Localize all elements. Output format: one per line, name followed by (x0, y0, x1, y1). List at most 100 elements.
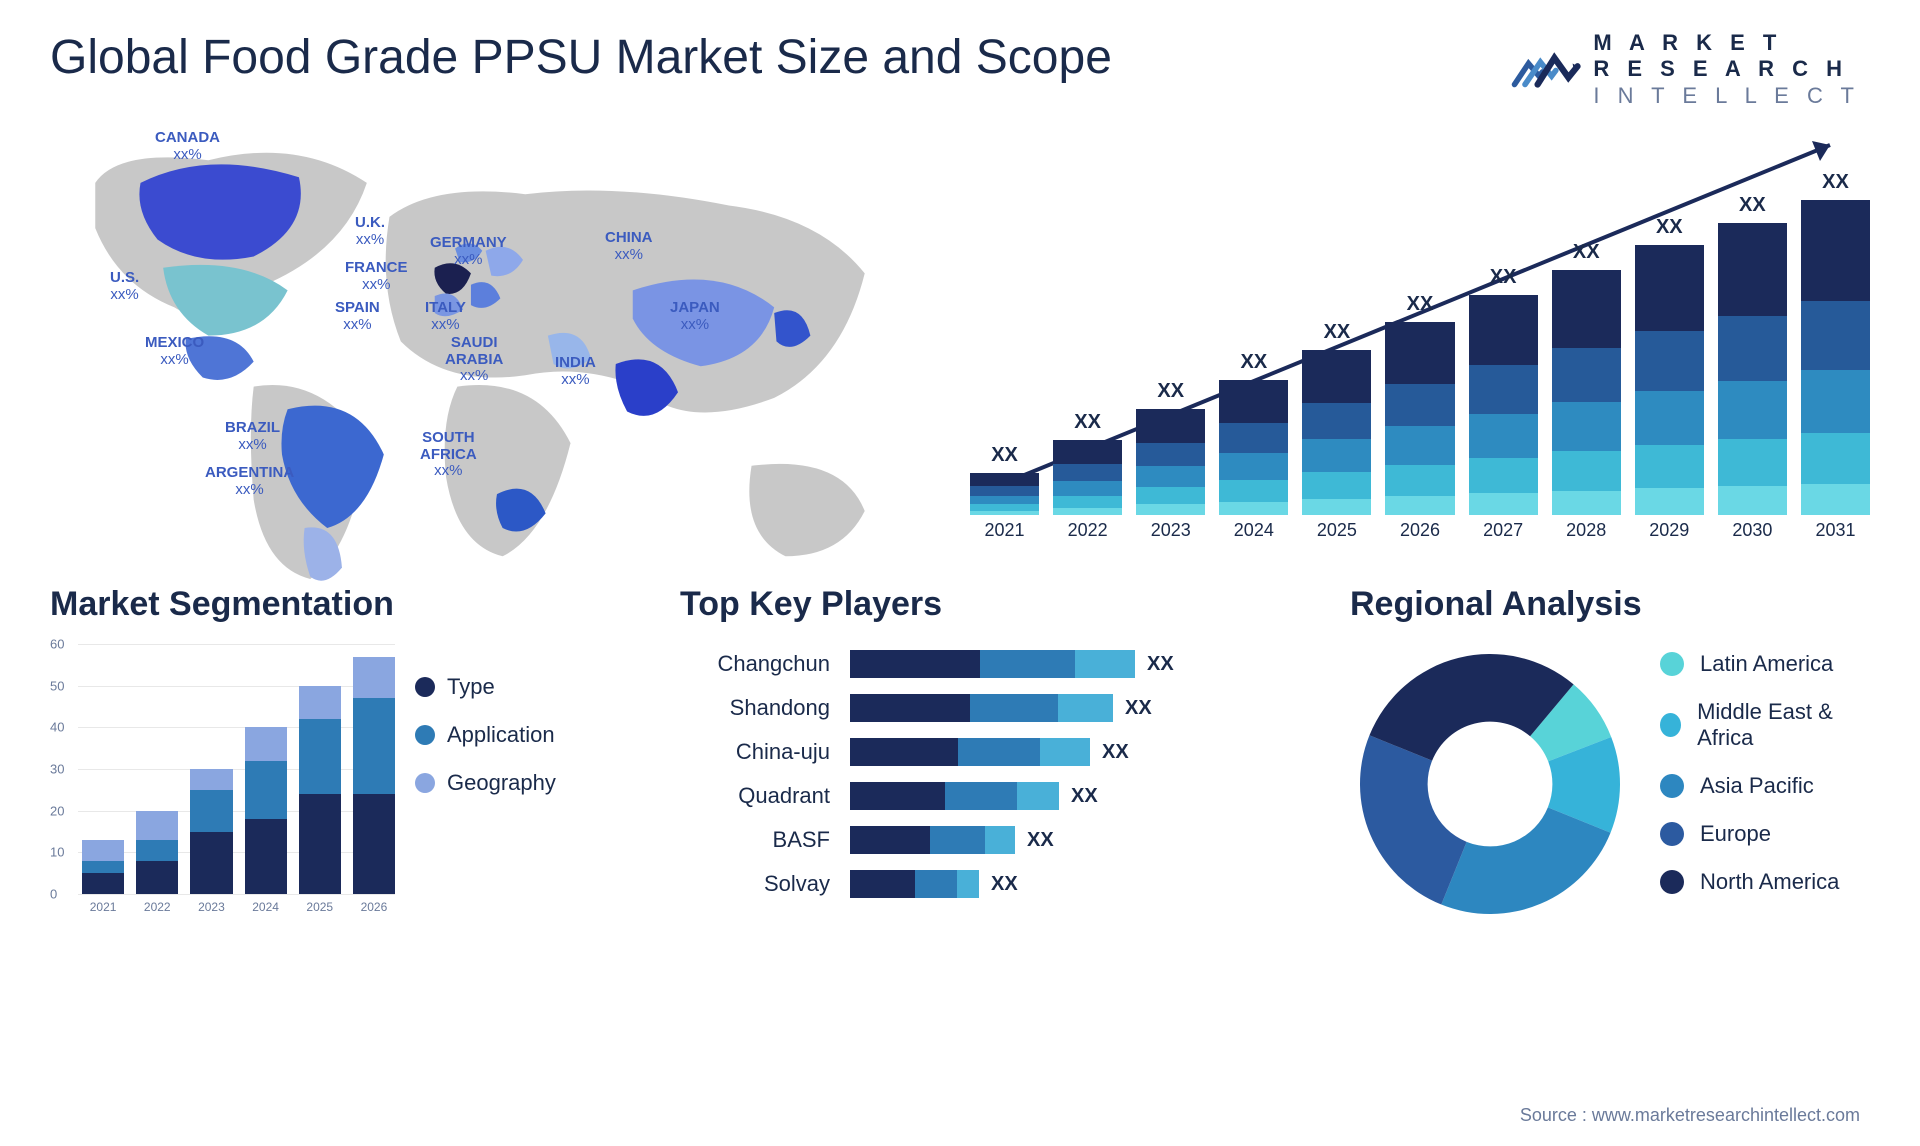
growth-bar (1552, 270, 1621, 515)
seg-legend-item: Type (415, 674, 630, 700)
player-value-label: XX (1071, 785, 1098, 808)
player-value-label: XX (1027, 829, 1054, 852)
growth-value-label: XX (1656, 216, 1683, 239)
seg-legend-item: Application (415, 722, 630, 748)
map-label: CANADAxx% (155, 130, 220, 163)
regional-donut (1350, 644, 1630, 924)
map-label: INDIAxx% (555, 355, 596, 388)
players-bars: XXXXXXXXXXXX (850, 644, 1300, 898)
seg-ytick: 60 (50, 637, 64, 652)
map-label: SOUTHAFRICAxx% (420, 430, 477, 480)
seg-year-label: 2021 (90, 900, 117, 914)
growth-column: XX2021 (970, 444, 1039, 515)
growth-year-label: 2028 (1566, 520, 1606, 541)
seg-ytick: 40 (50, 720, 64, 735)
growth-column: XX2029 (1635, 216, 1704, 515)
map-label: U.S.xx% (110, 270, 139, 303)
growth-bar (1469, 295, 1538, 515)
segmentation-chart: 0102030405060202120222023202420252026 (50, 644, 395, 914)
seg-column: 2023 (190, 769, 232, 894)
logo-text: M A R K E T R E S E A R C H I N T E L L … (1593, 30, 1860, 109)
world-map: CANADAxx%U.S.xx%MEXICOxx%BRAZILxx%ARGENT… (50, 115, 910, 545)
growth-value-label: XX (1074, 411, 1101, 434)
growth-column: XX2022 (1053, 411, 1122, 515)
map-label: U.K.xx% (355, 215, 385, 248)
growth-year-label: 2030 (1732, 520, 1772, 541)
seg-year-label: 2024 (252, 900, 279, 914)
seg-ytick: 50 (50, 678, 64, 693)
map-label: ARGENTINAxx% (205, 465, 294, 498)
growth-column: XX2025 (1302, 321, 1371, 515)
players-section: Top Key Players ChangchunShandongChina-u… (680, 585, 1300, 924)
growth-column: XX2023 (1136, 380, 1205, 515)
seg-ytick: 0 (50, 887, 57, 902)
growth-bar (1219, 380, 1288, 515)
player-label: BASF (680, 826, 830, 854)
player-value-label: XX (1102, 741, 1129, 764)
map-label: FRANCExx% (345, 260, 408, 293)
segmentation-section: Market Segmentation 01020304050602021202… (50, 585, 630, 924)
seg-year-label: 2025 (306, 900, 333, 914)
growth-column: XX2026 (1385, 293, 1454, 515)
seg-year-label: 2026 (361, 900, 388, 914)
logo-icon (1511, 42, 1581, 97)
growth-bar (1136, 409, 1205, 515)
growth-bar (1302, 350, 1371, 515)
growth-column: XX2027 (1469, 266, 1538, 515)
player-row: XX (850, 650, 1300, 678)
seg-legend-item: Geography (415, 770, 630, 796)
growth-value-label: XX (1822, 171, 1849, 194)
growth-year-label: 2027 (1483, 520, 1523, 541)
player-row: XX (850, 694, 1300, 722)
growth-value-label: XX (1240, 351, 1267, 374)
growth-chart: XX2021XX2022XX2023XX2024XX2025XX2026XX20… (970, 115, 1870, 545)
growth-bar (1053, 440, 1122, 515)
map-label: ITALYxx% (425, 300, 466, 333)
players-labels: ChangchunShandongChina-ujuQuadrantBASFSo… (680, 644, 830, 898)
map-label: JAPANxx% (670, 300, 720, 333)
regional-section: Regional Analysis Latin AmericaMiddle Ea… (1350, 585, 1870, 924)
growth-year-label: 2031 (1815, 520, 1855, 541)
region-legend-item: Latin America (1660, 651, 1870, 677)
player-value-label: XX (991, 873, 1018, 896)
growth-column: XX2030 (1718, 194, 1787, 515)
segmentation-legend: Type Application Geography (415, 644, 630, 914)
player-label: Solvay (680, 870, 830, 898)
seg-year-label: 2022 (144, 900, 171, 914)
growth-year-label: 2025 (1317, 520, 1357, 541)
map-label: MEXICOxx% (145, 335, 204, 368)
growth-column: XX2028 (1552, 241, 1621, 515)
seg-ytick: 30 (50, 762, 64, 777)
player-row: XX (850, 826, 1300, 854)
growth-year-label: 2026 (1400, 520, 1440, 541)
growth-bar (1635, 245, 1704, 515)
seg-year-label: 2023 (198, 900, 225, 914)
player-row: XX (850, 782, 1300, 810)
growth-bar (970, 473, 1039, 515)
growth-bar (1801, 200, 1870, 515)
player-label: Quadrant (680, 782, 830, 810)
map-label: CHINAxx% (605, 230, 653, 263)
player-label: Shandong (680, 694, 830, 722)
seg-ytick: 10 (50, 845, 64, 860)
growth-value-label: XX (1490, 266, 1517, 289)
seg-ytick: 20 (50, 803, 64, 818)
region-legend-item: Middle East & Africa (1660, 699, 1870, 751)
growth-bar (1385, 322, 1454, 515)
region-legend-item: North America (1660, 869, 1870, 895)
brand-logo: M A R K E T R E S E A R C H I N T E L L … (1511, 30, 1860, 109)
player-label: Changchun (680, 650, 830, 678)
growth-bar (1718, 223, 1787, 515)
growth-value-label: XX (1324, 321, 1351, 344)
source-attribution: Source : www.marketresearchintellect.com (1520, 1105, 1860, 1126)
seg-column: 2021 (82, 840, 124, 894)
growth-value-label: XX (1739, 194, 1766, 217)
growth-year-label: 2029 (1649, 520, 1689, 541)
map-label: SAUDIARABIAxx% (445, 335, 503, 385)
growth-year-label: 2021 (985, 520, 1025, 541)
seg-column: 2022 (136, 811, 178, 894)
regional-legend: Latin AmericaMiddle East & AfricaAsia Pa… (1660, 651, 1870, 917)
growth-value-label: XX (991, 444, 1018, 467)
seg-column: 2026 (353, 657, 395, 894)
growth-value-label: XX (1407, 293, 1434, 316)
